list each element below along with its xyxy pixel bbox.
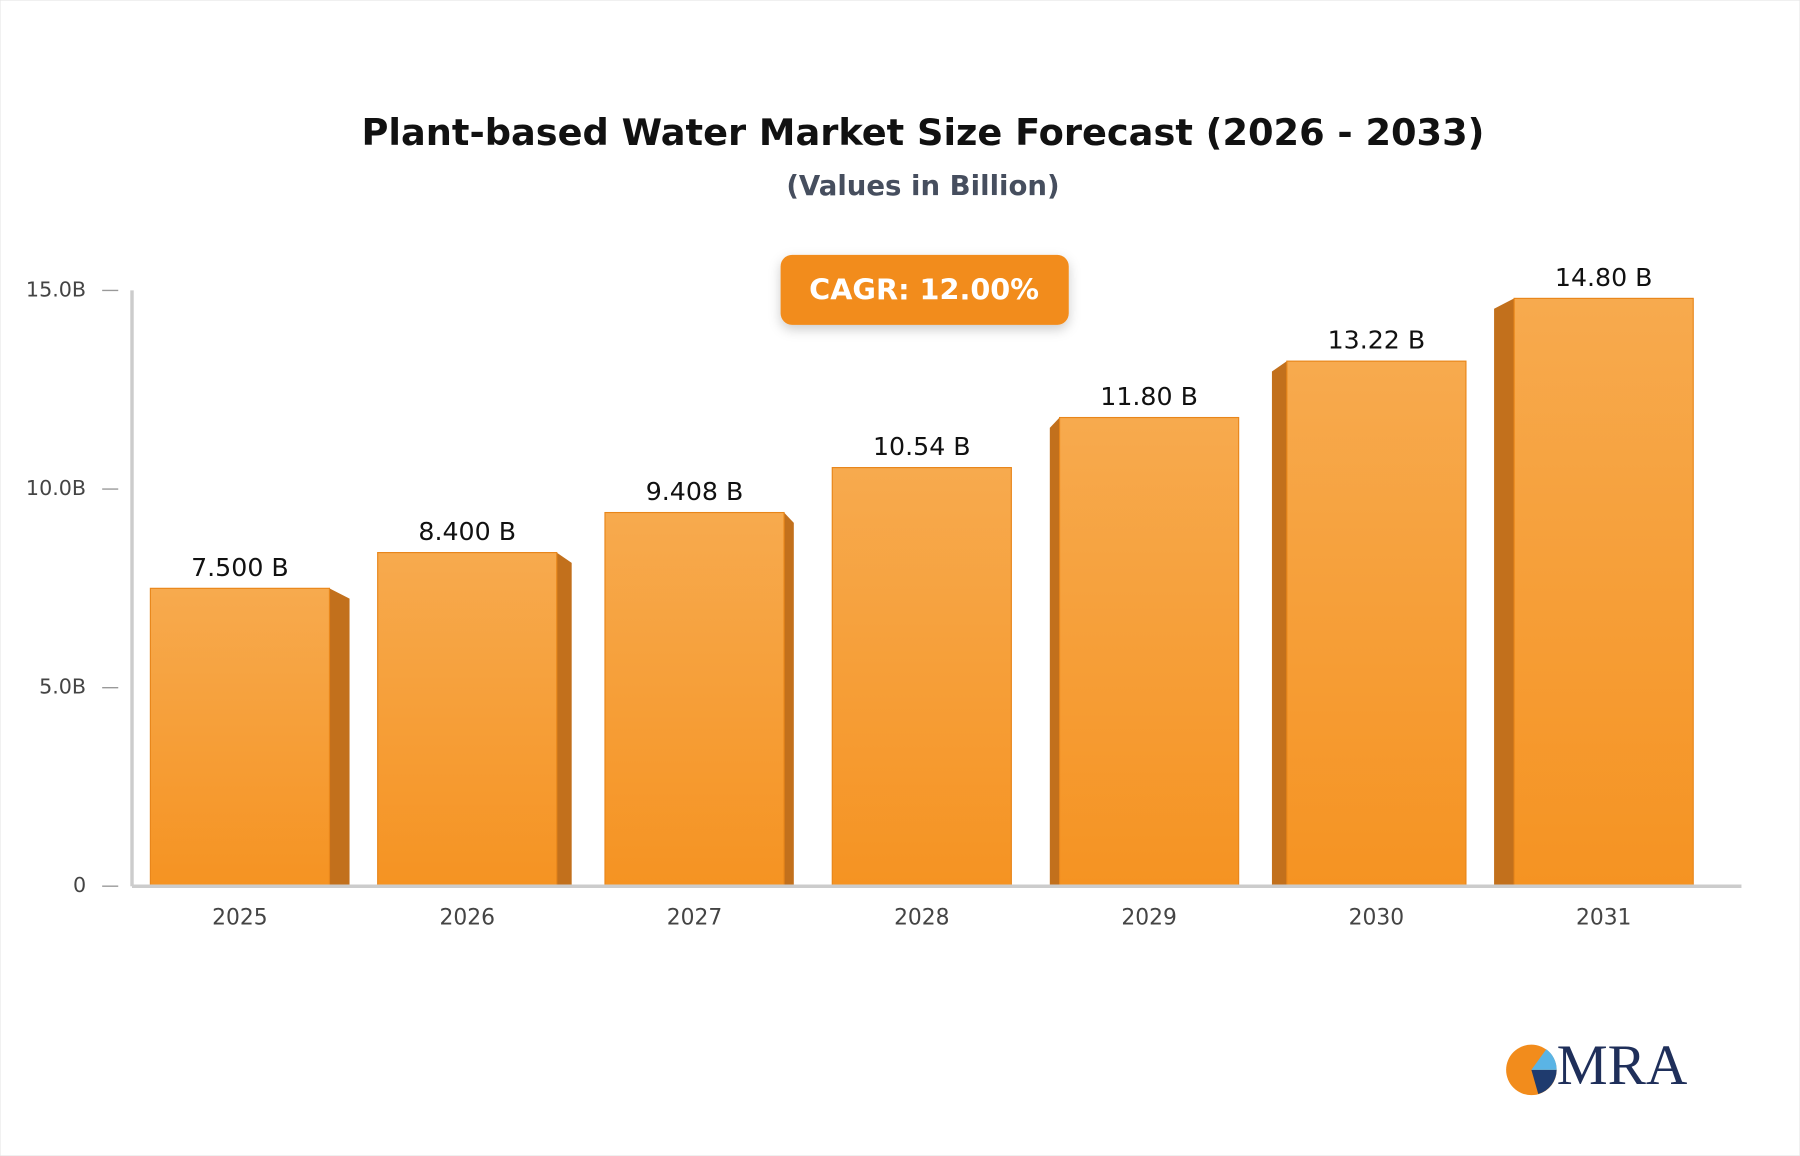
bar [1286, 360, 1467, 887]
value-label: 14.80 B [1555, 263, 1653, 292]
value-label: 8.400 B [418, 517, 516, 546]
x-tick-label: 2030 [1349, 905, 1404, 930]
bar [377, 552, 558, 887]
bar-side [1271, 361, 1287, 887]
chart-title: Plant-based Water Market Size Forecast (… [361, 111, 1484, 154]
x-tick-label: 2026 [439, 905, 494, 930]
logo: MRA [1506, 1034, 1688, 1097]
y-tick-label: 5.0B [39, 675, 86, 699]
bar-side [329, 588, 350, 887]
x-tick-label: 2028 [894, 905, 949, 930]
x-tick-label: 2031 [1576, 905, 1631, 930]
y-tick-label: 10.0B [26, 476, 86, 500]
chart-subtitle: (Values in Billion) [786, 170, 1059, 202]
cagr-label: CAGR: 12.00% [809, 273, 1039, 307]
value-label: 13.22 B [1328, 326, 1426, 355]
x-tick-label: 2027 [667, 905, 722, 930]
logo-slice [1531, 1049, 1557, 1070]
y-tick-label: 15.0B [26, 277, 86, 301]
bar-side [1494, 298, 1515, 887]
x-tick-label: 2025 [212, 905, 267, 930]
logo-slice [1531, 1069, 1557, 1095]
cagr-badge [780, 254, 1069, 325]
plot-area: 0 5.0B 10.0B 15.0B 2025 7.500 B 2026 8.400 B 202… [26, 263, 1742, 930]
bar-side [556, 552, 572, 887]
value-label: 9.408 B [646, 477, 744, 506]
badge-background [780, 254, 1069, 325]
bar [1058, 416, 1240, 887]
logo-text: MRA [1557, 1034, 1688, 1097]
value-label: 11.80 B [1100, 382, 1198, 411]
value-label: 7.500 B [191, 553, 289, 582]
value-label: 10.54 B [873, 432, 971, 461]
bar [604, 511, 785, 887]
bar [831, 467, 1012, 887]
bar [149, 587, 331, 887]
y-tick-label: 0 [73, 873, 86, 897]
x-tick-label: 2029 [1121, 905, 1176, 930]
bar-side [1049, 417, 1060, 887]
bar-side [784, 512, 794, 887]
bar [1513, 297, 1694, 887]
